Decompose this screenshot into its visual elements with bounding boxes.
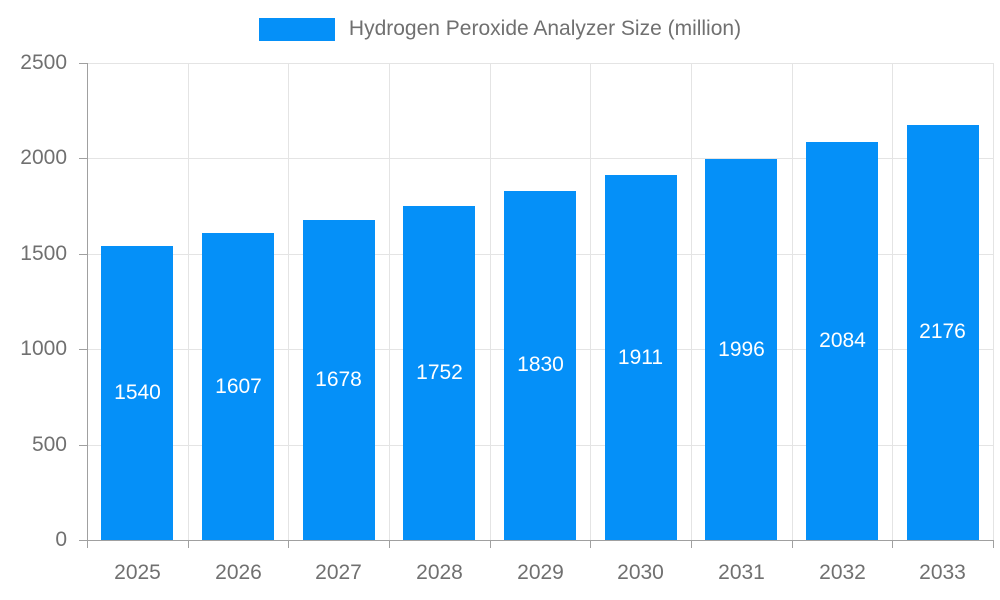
bar[interactable]: [605, 175, 677, 540]
v-gridline: [389, 63, 390, 540]
x-tick-label: 2025: [114, 561, 161, 584]
v-gridline: [288, 63, 289, 540]
x-tick: [490, 540, 491, 548]
y-tick-label: 1000: [20, 337, 67, 360]
bar[interactable]: [403, 206, 475, 540]
y-tick-label: 0: [55, 528, 67, 551]
v-gridline: [892, 63, 893, 540]
x-tick-label: 2032: [819, 561, 866, 584]
bar[interactable]: [705, 159, 777, 540]
v-gridline: [188, 63, 189, 540]
h-gridline: [87, 63, 993, 64]
bar[interactable]: [202, 233, 274, 540]
bar[interactable]: [101, 246, 173, 540]
y-tick: [79, 445, 87, 446]
bar[interactable]: [907, 125, 979, 540]
y-tick: [79, 254, 87, 255]
x-tick: [993, 540, 994, 548]
v-gridline: [993, 63, 994, 540]
x-tick: [892, 540, 893, 548]
bar-value-label: 2176: [919, 320, 966, 343]
x-axis-line: [87, 540, 993, 541]
bar[interactable]: [806, 142, 878, 540]
v-gridline: [490, 63, 491, 540]
y-tick-label: 2500: [20, 51, 67, 74]
bar-value-label: 1540: [114, 381, 161, 404]
legend[interactable]: Hydrogen Peroxide Analyzer Size (million…: [0, 17, 1000, 41]
legend-label: Hydrogen Peroxide Analyzer Size (million…: [348, 17, 742, 40]
x-tick: [188, 540, 189, 548]
bar-value-label: 2084: [819, 329, 866, 352]
x-tick: [590, 540, 591, 548]
x-tick-label: 2033: [919, 561, 966, 584]
y-axis-line: [87, 63, 88, 540]
x-tick: [691, 540, 692, 548]
x-tick: [792, 540, 793, 548]
legend-swatch: [258, 17, 335, 41]
bar-value-label: 1752: [416, 361, 463, 384]
bar-value-label: 1678: [315, 368, 362, 391]
x-tick: [389, 540, 390, 548]
bar-value-label: 1830: [517, 353, 564, 376]
v-gridline: [590, 63, 591, 540]
x-tick-label: 2030: [617, 561, 664, 584]
x-tick-label: 2026: [215, 561, 262, 584]
x-tick: [288, 540, 289, 548]
x-tick: [87, 540, 88, 548]
y-tick: [79, 63, 87, 64]
y-tick: [79, 540, 87, 541]
h-gridline: [87, 158, 993, 159]
x-tick-label: 2029: [517, 561, 564, 584]
v-gridline: [792, 63, 793, 540]
x-tick-label: 2028: [416, 561, 463, 584]
y-tick: [79, 349, 87, 350]
x-tick-label: 2031: [718, 561, 765, 584]
x-tick-label: 2027: [315, 561, 362, 584]
y-tick-label: 1500: [20, 242, 67, 265]
y-tick-label: 500: [31, 433, 67, 456]
bar[interactable]: [303, 220, 375, 540]
bar-value-label: 1911: [617, 346, 664, 369]
v-gridline: [691, 63, 692, 540]
bar-value-label: 1996: [718, 338, 765, 361]
bar-value-label: 1607: [215, 375, 262, 398]
y-tick: [79, 158, 87, 159]
y-tick-label: 2000: [20, 146, 67, 169]
bar[interactable]: [504, 191, 576, 540]
